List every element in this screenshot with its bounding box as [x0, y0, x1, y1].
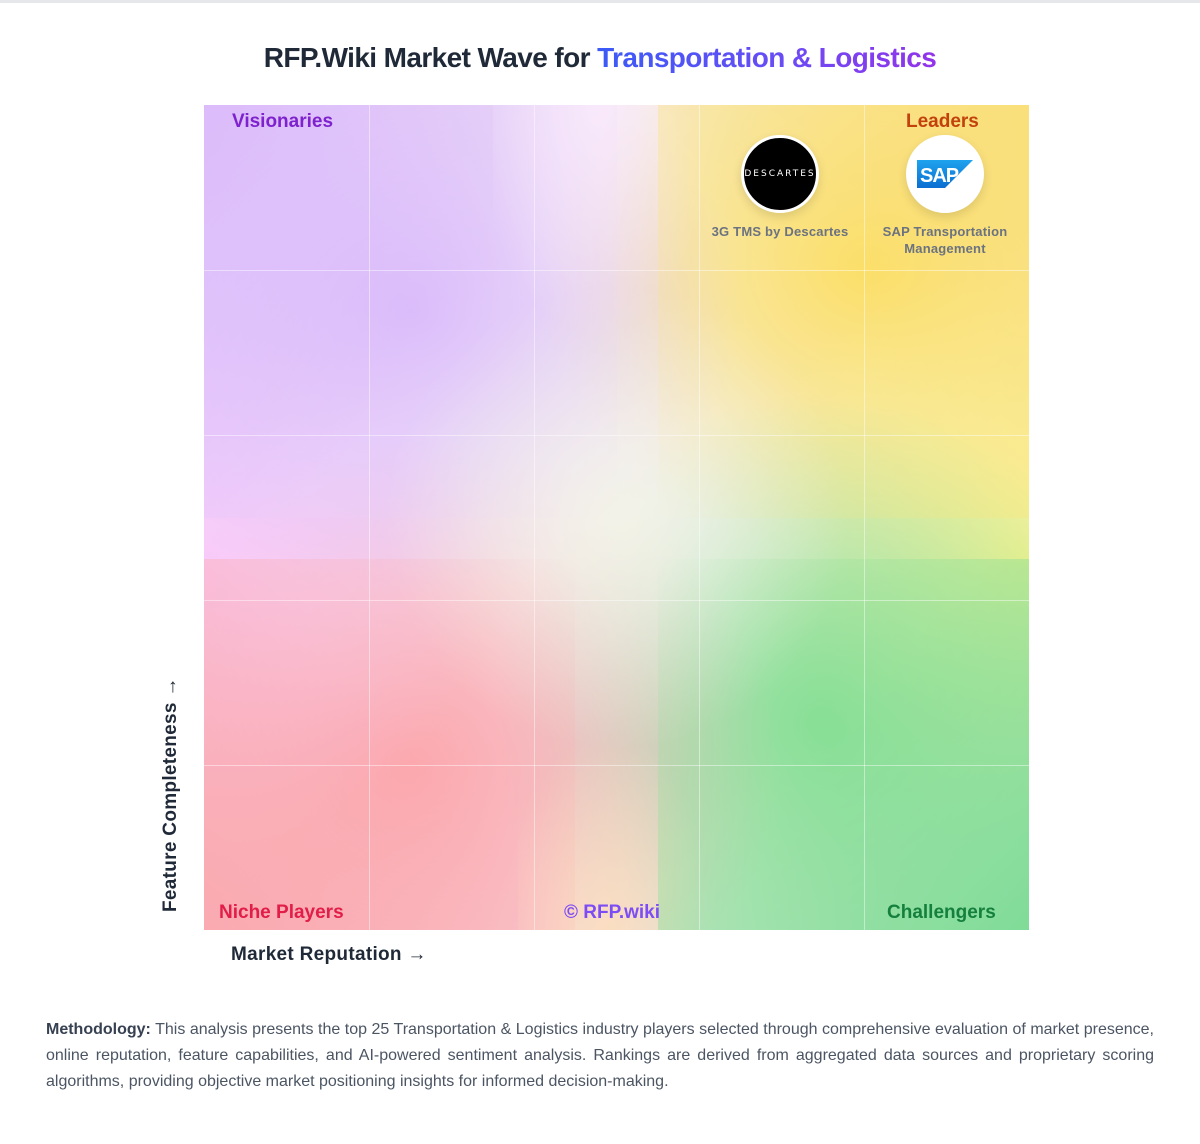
gradient-niche: [204, 558, 576, 930]
methodology-label: Methodology:: [46, 1021, 151, 1038]
title-prefix: RFP.Wiki Market Wave for: [263, 42, 598, 73]
grid-line-horizontal: [204, 270, 1029, 271]
grid-line-vertical: [534, 105, 535, 930]
vendor-descartes[interactable]: DESCARTES 3G TMS by Descartes: [700, 135, 860, 240]
sap-logo-icon[interactable]: SAP: [906, 135, 984, 213]
grid-line-vertical: [369, 105, 370, 930]
methodology-text: This analysis presents the top 25 Transp…: [46, 1021, 1154, 1090]
grid-line-vertical: [864, 105, 865, 930]
page-title: RFP.Wiki Market Wave for Transportation …: [0, 42, 1200, 74]
grid-line-horizontal: [204, 435, 1029, 436]
descartes-logo-icon[interactable]: DESCARTES: [741, 135, 819, 213]
vendor-sap[interactable]: SAP SAP Transportation Management: [865, 135, 1025, 257]
watermark: © RFP.wiki: [564, 902, 661, 923]
vendor-name[interactable]: SAP Transportation Management: [865, 223, 1025, 257]
quadrant-label-leaders: Leaders: [906, 111, 979, 132]
grid-line-vertical: [699, 105, 700, 930]
vendor-name[interactable]: 3G TMS by Descartes: [711, 224, 849, 239]
svg-text:SAP: SAP: [920, 165, 959, 187]
vendor-name-line1: SAP Transportation: [882, 224, 1008, 239]
methodology-note: Methodology: This analysis presents the …: [46, 1017, 1154, 1095]
gradient-challengers: [657, 558, 1029, 930]
quadrant-label-niche-players: Niche Players: [219, 902, 344, 923]
sap-logo-svg: SAP: [917, 160, 973, 188]
descartes-logo-text: DESCARTES: [744, 169, 816, 179]
x-axis-label: Market Reputation →: [231, 944, 427, 965]
grid-line-horizontal: [204, 600, 1029, 601]
market-wave-plot: Visionaries Leaders Niche Players © RFP.…: [204, 105, 1029, 930]
quadrant-label-visionaries: Visionaries: [232, 111, 334, 132]
top-border: [0, 0, 1200, 3]
quadrant-label-challengers: Challengers: [887, 902, 996, 923]
grid-line-horizontal: [204, 765, 1029, 766]
title-highlight: Transportation & Logistics: [597, 42, 937, 73]
vendor-name-line2: Management: [904, 241, 986, 256]
y-axis-label: Feature Completeness →: [160, 677, 181, 912]
